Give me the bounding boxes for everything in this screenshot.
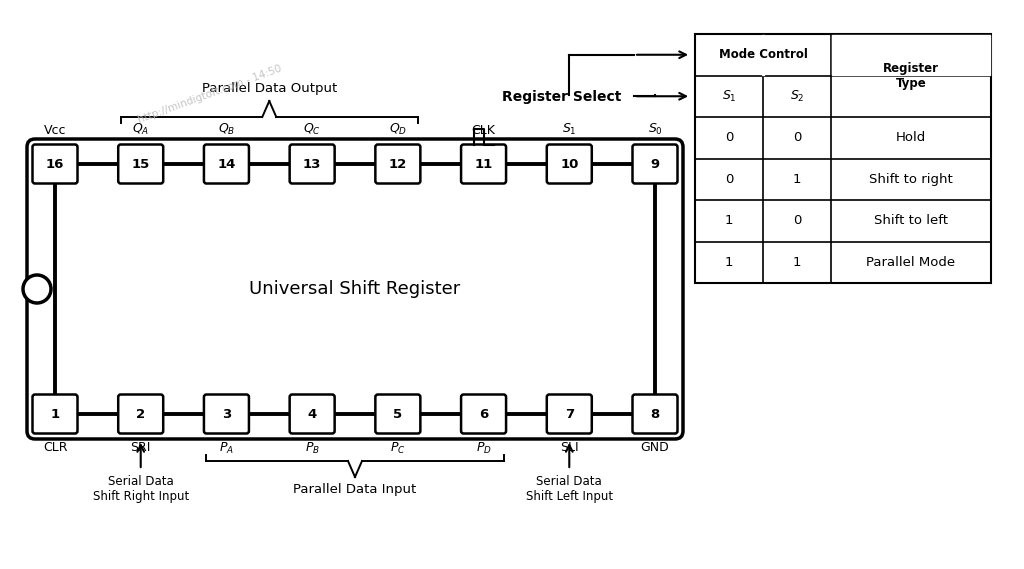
Text: http://mindigtoft.com - 14:50: http://mindigtoft.com - 14:50 [137, 63, 284, 125]
Text: $S_1$: $S_1$ [722, 89, 736, 104]
Circle shape [23, 275, 51, 303]
Text: Register
Type: Register Type [883, 61, 939, 89]
Text: $S_1$: $S_1$ [562, 122, 577, 137]
FancyBboxPatch shape [118, 394, 163, 434]
Text: Serial Data
Shift Right Input: Serial Data Shift Right Input [92, 475, 188, 503]
Text: CLR: CLR [43, 441, 68, 454]
Text: $P_B$: $P_B$ [304, 441, 319, 456]
Text: 10: 10 [560, 158, 579, 171]
Text: $S_2$: $S_2$ [790, 89, 804, 104]
Text: 5: 5 [393, 407, 402, 420]
Text: 1: 1 [793, 255, 801, 269]
FancyBboxPatch shape [290, 145, 335, 183]
Text: 0: 0 [725, 131, 733, 145]
Text: $P_A$: $P_A$ [219, 441, 233, 456]
Text: Parallel Mode: Parallel Mode [866, 255, 955, 269]
FancyBboxPatch shape [633, 145, 678, 183]
Text: 16: 16 [46, 158, 65, 171]
Text: 15: 15 [132, 158, 150, 171]
Text: 0: 0 [793, 131, 801, 145]
Text: 3: 3 [222, 407, 231, 420]
Text: Shift to right: Shift to right [869, 173, 953, 185]
Text: $P_C$: $P_C$ [390, 441, 406, 456]
Text: 1: 1 [725, 215, 733, 227]
FancyBboxPatch shape [33, 394, 78, 434]
Text: 11: 11 [474, 158, 493, 171]
Text: 7: 7 [564, 407, 573, 420]
Text: 13: 13 [303, 158, 322, 171]
FancyBboxPatch shape [290, 394, 335, 434]
FancyBboxPatch shape [547, 394, 592, 434]
FancyBboxPatch shape [33, 145, 78, 183]
Text: GND: GND [641, 441, 670, 454]
Text: 0: 0 [725, 173, 733, 185]
FancyBboxPatch shape [633, 394, 678, 434]
Text: 9: 9 [650, 158, 659, 171]
Text: $Q_C$: $Q_C$ [303, 122, 322, 137]
FancyBboxPatch shape [27, 139, 683, 439]
Text: $S_0$: $S_0$ [647, 122, 663, 137]
FancyBboxPatch shape [118, 145, 163, 183]
Text: 2: 2 [136, 407, 145, 420]
Text: SLI: SLI [560, 441, 579, 454]
Text: Universal Shift Register: Universal Shift Register [250, 280, 461, 298]
FancyBboxPatch shape [547, 145, 592, 183]
FancyBboxPatch shape [376, 394, 421, 434]
Text: Hold: Hold [896, 131, 926, 145]
Text: $Q_B$: $Q_B$ [218, 122, 236, 137]
Bar [695, 34, 991, 283]
Text: Shift to left: Shift to left [874, 215, 948, 227]
Text: 4: 4 [307, 407, 316, 420]
Text: SRI: SRI [130, 441, 151, 454]
Text: 0: 0 [793, 215, 801, 227]
Text: $Q_D$: $Q_D$ [389, 122, 407, 137]
Text: Vcc: Vcc [44, 124, 67, 137]
Text: Parallel Data Input: Parallel Data Input [293, 483, 417, 496]
Text: 1: 1 [50, 407, 59, 420]
Text: 14: 14 [217, 158, 236, 171]
Text: CLK: CLK [472, 124, 496, 137]
FancyBboxPatch shape [461, 145, 506, 183]
Text: Mode Control: Mode Control [719, 48, 808, 61]
Text: Serial Data
Shift Left Input: Serial Data Shift Left Input [525, 475, 612, 503]
FancyBboxPatch shape [376, 145, 421, 183]
Bar [762, 35, 764, 75]
Text: $Q_A$: $Q_A$ [132, 122, 150, 137]
Text: 8: 8 [650, 407, 659, 420]
FancyBboxPatch shape [204, 145, 249, 183]
FancyBboxPatch shape [204, 394, 249, 434]
Text: Parallel Data Output: Parallel Data Output [202, 82, 337, 95]
Bar [831, 35, 990, 75]
Text: Register Select: Register Select [503, 90, 622, 104]
Text: 1: 1 [725, 255, 733, 269]
Text: 6: 6 [479, 407, 488, 420]
Text: 12: 12 [389, 158, 407, 171]
Text: 1: 1 [793, 173, 801, 185]
FancyBboxPatch shape [461, 394, 506, 434]
Text: $P_D$: $P_D$ [475, 441, 492, 456]
